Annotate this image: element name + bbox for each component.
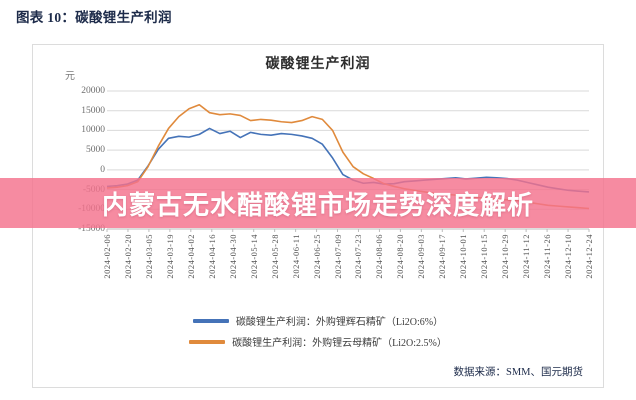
y-tick-label: 15000 — [81, 105, 105, 116]
x-tick-label: 2024-09-17 — [437, 234, 448, 279]
x-tick-label: 2024-03-05 — [143, 234, 154, 279]
y-tick-label: 0 — [100, 164, 105, 175]
chart-title: 碳酸锂生产利润 — [265, 57, 371, 72]
x-tick-label: 2024-10-15 — [479, 234, 490, 279]
legend-label: 碳酸锂生产利润：外购锂辉石精矿（Li2O:6%） — [235, 317, 444, 328]
x-tick-label: 2024-12-24 — [584, 234, 594, 279]
x-tick-label: 2024-05-14 — [248, 234, 259, 279]
legend-label: 碳酸锂生产利润：外购锂云母精矿（Li2O:2.5%） — [232, 338, 447, 349]
x-tick-label: 2024-02-20 — [122, 234, 133, 279]
x-tick-label: 2024-05-28 — [269, 234, 280, 279]
legend-item-0[interactable]: 碳酸锂生产利润：外购锂辉石精矿（Li2O:6%） — [192, 313, 444, 328]
x-tick-label: 2024-02-06 — [102, 234, 112, 279]
legend-item-1[interactable]: 碳酸锂生产利润：外购锂云母精矿（Li2O:2.5%） — [189, 334, 447, 349]
x-tick-label: 2024-12-10 — [563, 234, 574, 279]
x-tick-label: 2024-04-02 — [185, 234, 196, 279]
overlay-banner: 内蒙古无水醋酸锂市场走势深度解析 — [0, 178, 636, 228]
x-tick-label: 2024-08-06 — [374, 234, 385, 279]
source-note: 数据来源：SMM、国元期货 — [453, 367, 583, 378]
y-tick-label: 5000 — [86, 145, 105, 156]
y-tick-label: -15000 — [78, 224, 105, 234]
y-tick-label: 20000 — [81, 86, 105, 96]
x-tick-label: 2024-04-30 — [227, 234, 238, 279]
x-tick-label: 2024-08-20 — [395, 234, 406, 279]
x-tick-label: 2024-11-12 — [521, 234, 532, 279]
x-tick-label: 2024-06-11 — [290, 234, 301, 279]
y-axis-unit-label: 元 — [65, 71, 75, 82]
overlay-headline: 内蒙古无水醋酸锂市场走势深度解析 — [101, 189, 534, 220]
figure-caption: 图表 10：碳酸锂生产利润 — [16, 10, 172, 25]
x-tick-label: 2024-10-29 — [500, 234, 511, 279]
x-tick-label: 2024-06-25 — [311, 234, 322, 279]
legend-swatch — [189, 339, 226, 344]
chart-legend: 碳酸锂生产利润：外购锂辉石精矿（Li2O:6%） 碳酸锂生产利润：外购锂云母精矿（… — [33, 313, 603, 349]
x-tick-label: 2024-07-23 — [353, 234, 364, 279]
x-tick-label: 2024-07-09 — [332, 234, 343, 279]
legend-swatch — [192, 318, 229, 323]
x-tick-label: 2024-10-01 — [458, 234, 469, 279]
x-tick-label: 2024-09-03 — [416, 234, 427, 279]
x-tick-label: 2024-11-26 — [542, 234, 553, 279]
y-tick-label: 10000 — [81, 125, 105, 136]
x-tick-label: 2024-04-16 — [206, 234, 217, 279]
x-tick-label: 2024-03-19 — [164, 234, 175, 279]
